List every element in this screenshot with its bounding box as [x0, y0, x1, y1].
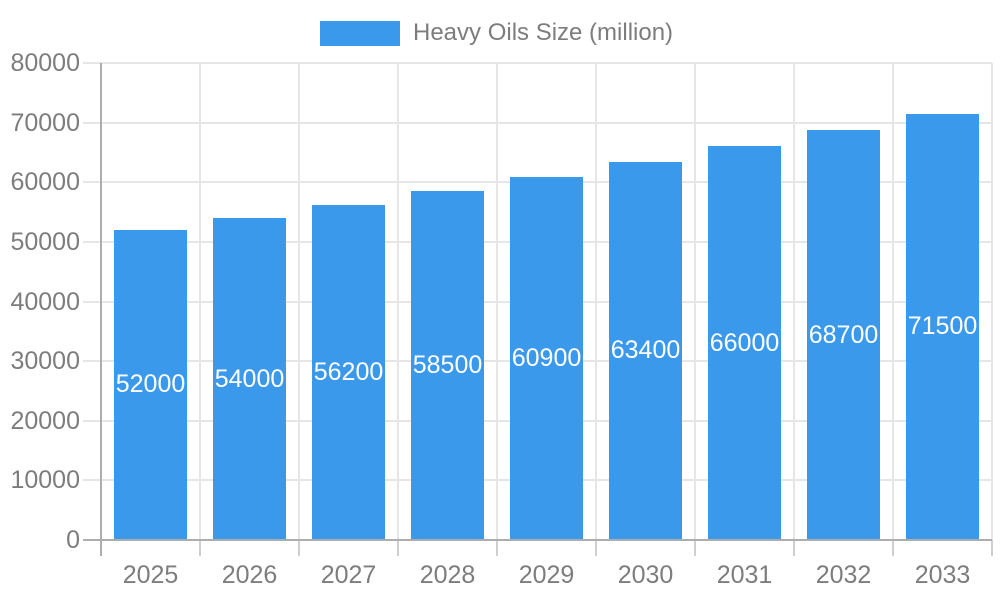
y-tick [83, 240, 101, 243]
bar-value-label: 56200 [313, 357, 384, 386]
y-tick-label: 50000 [10, 227, 80, 256]
bar-value-label: 68700 [808, 320, 879, 349]
bar: 71500 [906, 113, 979, 540]
x-tick [694, 540, 696, 556]
x-tick-label: 2026 [221, 561, 278, 589]
x-tick [199, 540, 201, 556]
x-tick-label: 2025 [122, 561, 179, 589]
bar: 60900 [510, 176, 583, 540]
v-gridline [199, 63, 201, 540]
bar: 58500 [411, 191, 484, 540]
plot-right-border [991, 63, 993, 540]
y-tick-label: 60000 [10, 168, 80, 197]
bar: 66000 [708, 146, 781, 540]
y-tick-label: 30000 [10, 347, 80, 376]
y-tick-label: 20000 [10, 406, 80, 435]
v-gridline [397, 63, 399, 540]
bar-value-label: 71500 [907, 312, 978, 341]
y-tick [83, 419, 101, 422]
legend-swatch-icon [320, 20, 400, 46]
v-gridline [793, 63, 795, 540]
x-tick [397, 540, 399, 556]
y-tick [83, 62, 101, 64]
y-tick-label: 70000 [10, 108, 80, 137]
v-gridline [694, 63, 696, 540]
legend: Heavy Oils Size (million) [320, 19, 673, 47]
x-tick-label: 2030 [617, 561, 674, 589]
bar: 54000 [213, 218, 286, 540]
v-gridline [892, 63, 894, 540]
bar-value-label: 58500 [412, 351, 483, 380]
bar-value-label: 52000 [115, 370, 186, 399]
bar: 56200 [312, 204, 385, 540]
x-tick [298, 540, 300, 556]
h-gridline [101, 121, 992, 124]
x-tick-label: 2028 [419, 561, 476, 589]
x-axis-line [83, 539, 992, 541]
x-tick [991, 540, 993, 556]
y-tick [83, 360, 101, 363]
x-tick [793, 540, 795, 556]
x-tick-label: 2027 [320, 561, 377, 589]
bar: 52000 [114, 229, 187, 540]
h-gridline [101, 62, 992, 64]
y-tick [83, 121, 101, 124]
bar-value-label: 63400 [610, 336, 681, 365]
y-tick [83, 479, 101, 482]
x-tick-label: 2029 [518, 561, 575, 589]
y-tick [83, 300, 101, 303]
v-gridline [496, 63, 498, 540]
x-tick [595, 540, 597, 556]
y-tick [83, 181, 101, 184]
x-tick [892, 540, 894, 556]
v-gridline [595, 63, 597, 540]
y-tick-label: 80000 [10, 49, 80, 77]
x-tick-label: 2032 [815, 561, 872, 589]
x-tick-label: 2031 [716, 561, 773, 589]
x-tick [496, 540, 498, 556]
bar: 68700 [807, 130, 880, 540]
v-gridline [298, 63, 300, 540]
legend-label: Heavy Oils Size (million) [413, 19, 674, 46]
bar-value-label: 60900 [511, 343, 582, 372]
y-tick-label: 0 [66, 526, 80, 554]
bar-value-label: 54000 [214, 364, 285, 393]
y-tick-label: 10000 [10, 466, 80, 495]
y-tick-label: 40000 [10, 287, 80, 316]
y-axis-line [100, 63, 102, 556]
bar-value-label: 66000 [709, 328, 780, 357]
x-tick-label: 2033 [914, 561, 971, 589]
bar: 63400 [609, 161, 682, 540]
